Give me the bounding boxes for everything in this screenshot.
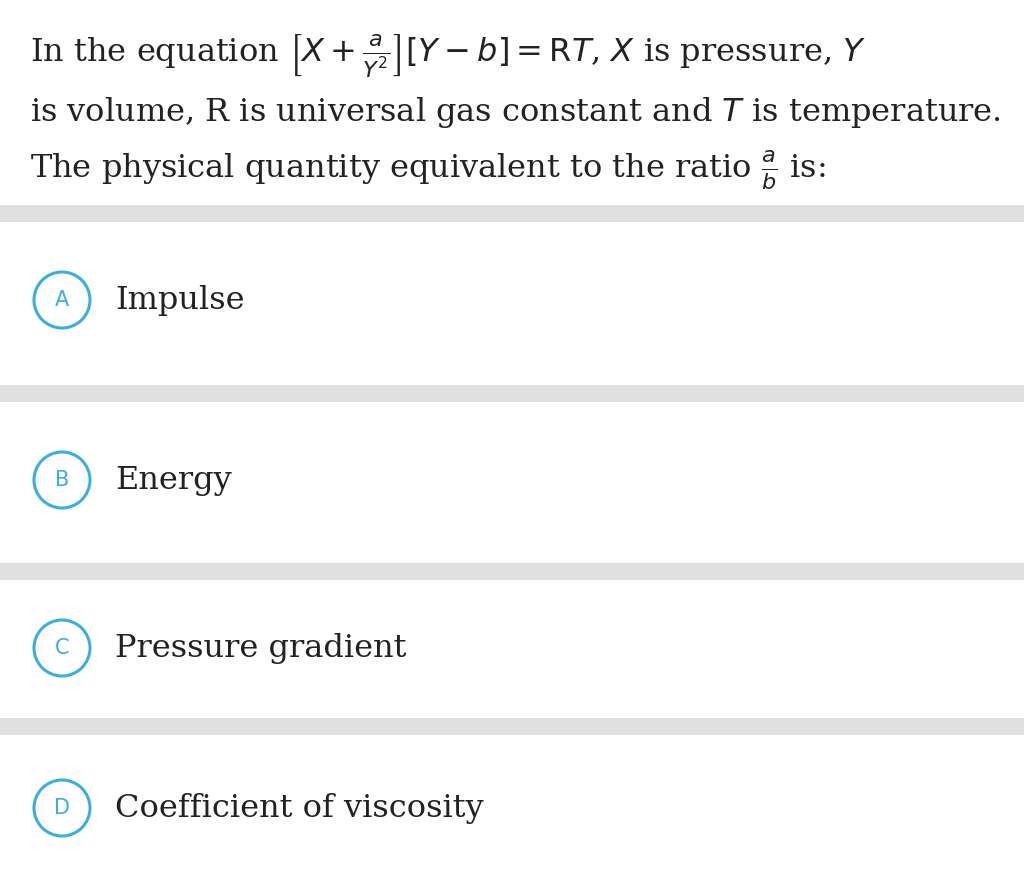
Text: A: A [55, 290, 70, 310]
Text: Energy: Energy [115, 465, 231, 495]
Bar [0, 205, 1024, 222]
Text: Coefficient of viscosity: Coefficient of viscosity [115, 793, 483, 823]
Text: In the equation $\left[X + \frac{a}{Y^2}\right][Y - b] = \mathrm{R}T$, $X$ is pr: In the equation $\left[X + \frac{a}{Y^2}… [30, 31, 866, 78]
Text: Impulse: Impulse [115, 284, 245, 316]
Text: C: C [54, 638, 70, 658]
Circle shape [34, 452, 90, 508]
Text: is volume, R is universal gas constant and $T$ is temperature.: is volume, R is universal gas constant a… [30, 94, 1001, 130]
Bar [0, 718, 1024, 735]
Text: B: B [55, 470, 70, 490]
Bar [0, 385, 1024, 402]
Text: Pressure gradient: Pressure gradient [115, 632, 407, 664]
Circle shape [34, 780, 90, 836]
Bar [0, 563, 1024, 580]
Text: The physical quantity equivalent to the ratio $\frac{a}{b}$ is:: The physical quantity equivalent to the … [30, 148, 825, 192]
Circle shape [34, 272, 90, 328]
Text: D: D [54, 798, 70, 818]
Circle shape [34, 620, 90, 676]
